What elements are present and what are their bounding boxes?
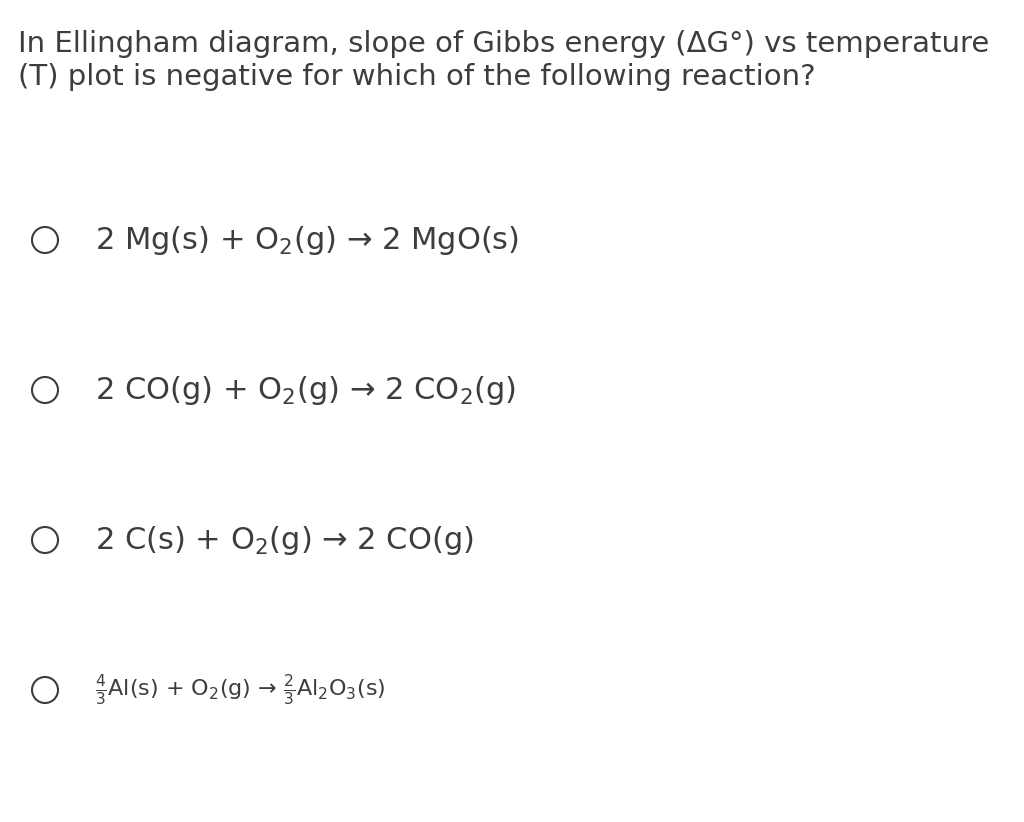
- Text: In Ellingham diagram, slope of Gibbs energy (ΔG°) vs temperature: In Ellingham diagram, slope of Gibbs ene…: [18, 30, 989, 58]
- Text: 2 CO(g) + O$_2$(g) → 2 CO$_2$(g): 2 CO(g) + O$_2$(g) → 2 CO$_2$(g): [95, 373, 516, 407]
- Text: 2 Mg(s) + O$_2$(g) → 2 MgO(s): 2 Mg(s) + O$_2$(g) → 2 MgO(s): [95, 224, 519, 256]
- Text: $\frac{4}{3}$Al(s) + O$_2$(g) → $\frac{2}{3}$Al$_2$O$_3$(s): $\frac{4}{3}$Al(s) + O$_2$(g) → $\frac{2…: [95, 672, 385, 708]
- Text: (T) plot is negative for which of the following reaction?: (T) plot is negative for which of the fo…: [18, 62, 816, 90]
- Text: 2 C(s) + O$_2$(g) → 2 CO(g): 2 C(s) + O$_2$(g) → 2 CO(g): [95, 524, 474, 556]
